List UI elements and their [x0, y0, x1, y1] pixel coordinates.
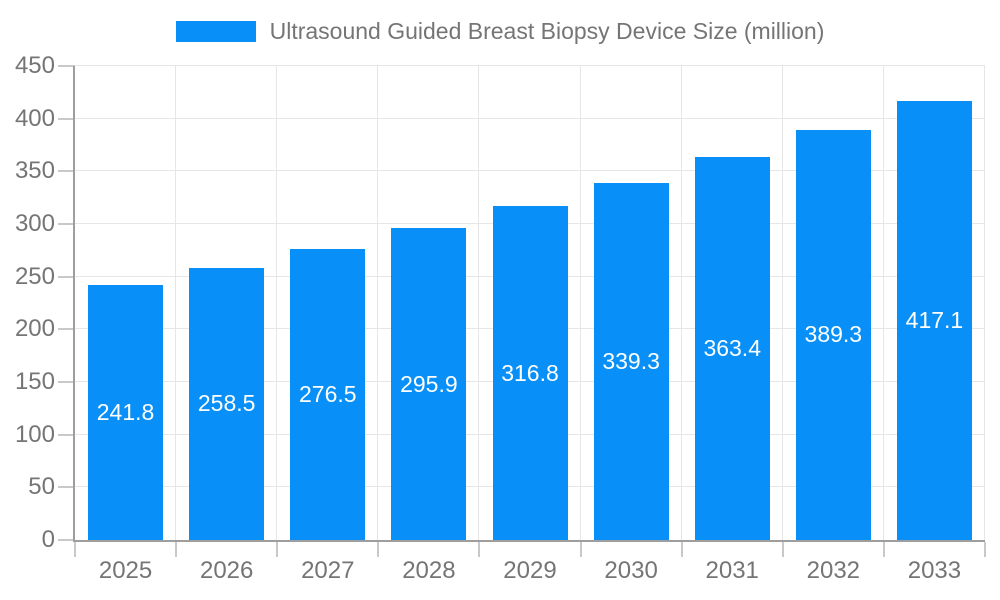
- gridline-vertical: [882, 66, 884, 540]
- y-axis-label: 300: [14, 210, 55, 237]
- y-axis-tick: [58, 539, 75, 541]
- y-axis-tick: [58, 328, 75, 331]
- x-axis-tick: [175, 542, 178, 557]
- bar-value-label: 241.8: [96, 399, 155, 426]
- x-axis-label: 2028: [402, 557, 456, 584]
- gridline-horizontal: [75, 117, 985, 119]
- x-axis-tick: [276, 542, 279, 557]
- gridline-horizontal: [75, 65, 985, 66]
- y-axis-label: 250: [14, 262, 55, 290]
- plot-area: 241.8 258.5 276.5 295.9 316.8 339.3 363.4 389.3…: [73, 65, 985, 542]
- y-axis-label: 200: [14, 315, 55, 343]
- y-axis-label: 0: [41, 526, 55, 553]
- bar-2028: 295.9: [391, 228, 467, 540]
- y-axis-label: 400: [14, 104, 55, 132]
- y-axis-label: 50: [28, 473, 55, 501]
- y-axis-line: [73, 66, 75, 540]
- y-axis-tick: [58, 170, 75, 173]
- x-axis-label: 2030: [604, 557, 658, 584]
- bar-2027: 276.5: [290, 248, 366, 540]
- bar-value-label: 295.9: [400, 370, 458, 397]
- bar-2026: 258.5: [189, 267, 265, 540]
- x-axis-label: 2033: [907, 557, 962, 584]
- x-axis-tick: [377, 542, 380, 557]
- y-axis-tick: [58, 65, 75, 67]
- x-axis-label: 2026: [199, 557, 254, 584]
- bar-value-label: 258.5: [197, 390, 256, 417]
- x-axis: 2025 2026 2027 2028 2029 2030 2031 2032 2033: [74, 540, 986, 600]
- y-axis-label: 150: [14, 368, 55, 395]
- x-axis-tick: [478, 542, 481, 557]
- x-axis-label: 2025: [98, 557, 153, 584]
- gridline-vertical: [579, 66, 581, 540]
- x-axis-tick: [74, 542, 76, 557]
- bar-2033: 417.1: [896, 100, 972, 540]
- bar-value-label: 276.5: [298, 380, 357, 407]
- x-axis-label: 2029: [503, 557, 557, 584]
- gridline-vertical: [478, 66, 480, 540]
- y-axis-label: 450: [14, 52, 55, 79]
- bar-2025: 241.8: [88, 285, 164, 540]
- bar-2032: 389.3: [795, 129, 871, 540]
- y-axis-tick: [58, 117, 75, 120]
- bar-2031: 363.4: [694, 157, 770, 540]
- y-axis: 0 50 100 150 200 250 300 350 400 450: [0, 54, 75, 552]
- y-axis-tick: [58, 381, 75, 383]
- gridline-vertical: [984, 66, 985, 540]
- legend-label: Ultrasound Guided Breast Biopsy Device S…: [269, 18, 825, 44]
- y-axis-tick: [58, 223, 75, 225]
- bar-2029: 316.8: [492, 206, 568, 540]
- x-axis-line: [73, 540, 985, 542]
- bar-2030: 339.3: [593, 182, 669, 540]
- bar-value-label: 339.3: [602, 347, 660, 374]
- bar-value-label: 363.4: [703, 335, 761, 362]
- x-axis-label: 2027: [301, 557, 355, 584]
- x-axis-label: 2031: [705, 557, 759, 584]
- gridline-vertical: [175, 66, 177, 540]
- gridline-vertical: [680, 66, 682, 540]
- bar-value-label: 417.1: [905, 306, 964, 333]
- x-axis-tick: [579, 542, 582, 557]
- x-axis-tick: [680, 542, 683, 557]
- bar-value-label: 316.8: [501, 359, 559, 386]
- x-axis-tick: [984, 542, 986, 557]
- y-axis-label: 100: [14, 420, 55, 448]
- gridline-horizontal: [75, 170, 985, 172]
- y-axis-tick: [58, 433, 75, 436]
- legend[interactable]: Ultrasound Guided Breast Biopsy Device S…: [0, 18, 1000, 45]
- gridline-vertical: [781, 66, 783, 540]
- y-axis-tick: [58, 486, 75, 489]
- gridline-vertical: [276, 66, 278, 540]
- bar-value-label: 389.3: [804, 321, 863, 348]
- legend-swatch[interactable]: [175, 21, 256, 42]
- x-axis-tick: [781, 542, 784, 557]
- x-axis-label: 2032: [806, 557, 861, 584]
- y-axis-label: 350: [14, 157, 55, 185]
- y-axis-tick: [58, 275, 75, 278]
- x-axis-tick: [882, 542, 885, 557]
- gridline-vertical: [377, 66, 379, 540]
